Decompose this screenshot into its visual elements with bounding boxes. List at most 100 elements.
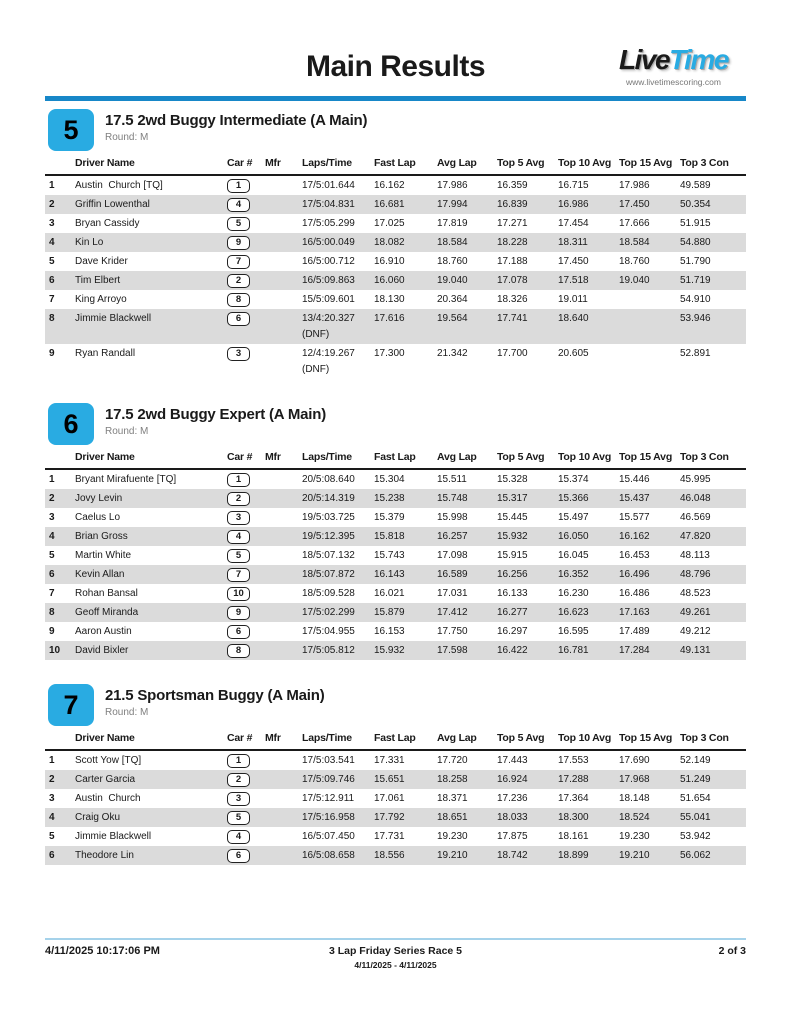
laps-time-cell: 17/5:05.299 [302, 214, 374, 233]
top15-avg-cell: 19.210 [619, 850, 650, 861]
top5-avg-cell: 15.445 [497, 512, 528, 523]
table-body: 1 Austin Church [TQ] 1 17/5:01.644 16.16… [45, 176, 746, 379]
position-cell: 1 [49, 474, 55, 485]
column-header: Fast Lap [374, 451, 416, 463]
car-number-cell: 4 [227, 195, 265, 214]
position-cell: 5 [49, 831, 55, 842]
top10-avg-cell: 16.230 [558, 588, 589, 599]
top5-avg-cell: 16.133 [497, 588, 528, 599]
avg-lap-cell: 17.412 [437, 607, 468, 618]
top15-avg-cell: 16.486 [619, 588, 650, 599]
car-number-box: 4 [227, 830, 250, 844]
column-header: Top 5 Avg [497, 732, 545, 744]
fast-lap-cell: 17.300 [374, 348, 405, 359]
page-footer: 4/11/2025 10:17:06 PM 3 Lap Friday Serie… [45, 938, 746, 970]
laps-time-value: 20/5:14.319 [302, 493, 355, 504]
section-header: 6 17.5 2wd Buggy Expert (A Main) Round: … [48, 403, 746, 445]
sections-container: 5 17.5 2wd Buggy Intermediate (A Main) R… [45, 109, 746, 865]
laps-time-value: 17/5:01.644 [302, 180, 355, 191]
driver-name-cell: King Arroyo [75, 294, 127, 305]
column-header: Driver Name [75, 732, 135, 744]
laps-time-cell: 16/5:00.049 [302, 233, 374, 252]
laps-time-cell: 17/5:03.541 [302, 751, 374, 770]
laps-time-cell: 16/5:08.658 [302, 846, 374, 865]
top3-con-cell: 55.041 [680, 812, 711, 823]
top5-avg-cell: 17.271 [497, 218, 528, 229]
fast-lap-cell: 17.061 [374, 793, 405, 804]
laps-time-cell: 16/5:00.712 [302, 252, 374, 271]
top5-avg-cell: 17.443 [497, 755, 528, 766]
top5-avg-cell: 15.932 [497, 531, 528, 542]
car-number-cell: 3 [227, 789, 265, 808]
car-number-box: 2 [227, 274, 250, 288]
position-cell: 2 [49, 774, 55, 785]
top10-avg-cell: 15.497 [558, 512, 589, 523]
car-number-cell: 1 [227, 751, 265, 770]
table-row: 4 Craig Oku 5 17/5:16.958 17.792 18.651 … [45, 808, 746, 827]
top15-avg-cell: 15.446 [619, 474, 650, 485]
laps-time-cell: 17/5:05.812 [302, 641, 374, 660]
laps-time-value: 17/5:03.541 [302, 755, 355, 766]
table-row: 3 Bryan Cassidy 5 17/5:05.299 17.025 17.… [45, 214, 746, 233]
fast-lap-cell: 16.021 [374, 588, 405, 599]
top15-avg-cell: 17.986 [619, 180, 650, 191]
position-cell: 8 [49, 607, 55, 618]
laps-time-value: 19/5:12.395 [302, 531, 355, 542]
laps-time-value: 19/5:03.725 [302, 512, 355, 523]
table-header-row: Driver Name Car # Mfr Laps/Time Fast Lap Avg … [45, 450, 746, 470]
section-number: 5 [63, 114, 79, 145]
laps-time-cell: 15/5:09.601 [302, 290, 374, 309]
top5-avg-cell: 15.328 [497, 474, 528, 485]
avg-lap-cell: 17.098 [437, 550, 468, 561]
column-header: Top 10 Avg [558, 451, 612, 463]
top3-con-cell: 47.820 [680, 531, 711, 542]
top3-con-cell: 53.942 [680, 831, 711, 842]
top10-avg-cell: 15.366 [558, 493, 589, 504]
laps-time-cell: 17/5:16.958 [302, 808, 374, 827]
top3-con-cell: 51.654 [680, 793, 711, 804]
top3-con-cell: 49.212 [680, 626, 711, 637]
car-number-box: 5 [227, 217, 250, 231]
column-header: Laps/Time [302, 157, 352, 169]
driver-name-cell: Jimmie Blackwell [75, 831, 152, 842]
car-number-box: 5 [227, 549, 250, 563]
table-row: 6 Theodore Lin 6 16/5:08.658 18.556 19.2… [45, 846, 746, 865]
table-body: 1 Scott Yow [TQ] 1 17/5:03.541 17.331 17… [45, 751, 746, 865]
driver-name-cell: Caelus Lo [75, 512, 121, 523]
driver-name-cell: David Bixler [75, 645, 129, 656]
position-cell: 8 [49, 313, 55, 324]
top15-avg-cell: 15.577 [619, 512, 650, 523]
driver-name-cell: Bryant Mirafuente [TQ] [75, 474, 177, 485]
driver-name-cell: Dave Krider [75, 256, 128, 267]
table-row: 2 Jovy Levin 2 20/5:14.319 15.238 15.748… [45, 489, 746, 508]
laps-time-cell: 17/5:04.955 [302, 622, 374, 641]
top3-con-cell: 49.589 [680, 180, 711, 191]
column-header: Avg Lap [437, 157, 477, 169]
laps-time-cell: 20/5:08.640 [302, 470, 374, 489]
table-row: 1 Austin Church [TQ] 1 17/5:01.644 16.16… [45, 176, 746, 195]
car-number-cell: 8 [227, 641, 265, 660]
driver-name-cell: Griffin Lowenthal [75, 199, 150, 210]
table-row: 4 Kin Lo 9 16/5:00.049 18.082 18.584 18.… [45, 233, 746, 252]
top15-avg-cell: 16.162 [619, 531, 650, 542]
table-row: 2 Griffin Lowenthal 4 17/5:04.831 16.681… [45, 195, 746, 214]
column-header: Mfr [265, 451, 281, 463]
top10-avg-cell: 16.050 [558, 531, 589, 542]
footer-series-title: 3 Lap Friday Series Race 5 [328, 945, 463, 957]
top10-avg-cell: 17.553 [558, 755, 589, 766]
car-number-box: 2 [227, 773, 250, 787]
avg-lap-cell: 17.819 [437, 218, 468, 229]
top5-avg-cell: 17.875 [497, 831, 528, 842]
column-header: Driver Name [75, 451, 135, 463]
column-header: Car # [227, 732, 253, 744]
top5-avg-cell: 18.326 [497, 294, 528, 305]
laps-time-value: 13/4:20.327 [302, 313, 355, 324]
car-number-cell: 2 [227, 770, 265, 789]
top15-avg-cell: 17.284 [619, 645, 650, 656]
top15-avg-cell: 17.450 [619, 199, 650, 210]
fast-lap-cell: 15.304 [374, 474, 405, 485]
column-header: Laps/Time [302, 732, 352, 744]
driver-name-cell: Martin White [75, 550, 132, 561]
column-header: Top 15 Avg [619, 451, 673, 463]
table-row: 4 Brian Gross 4 19/5:12.395 15.818 16.25… [45, 527, 746, 546]
